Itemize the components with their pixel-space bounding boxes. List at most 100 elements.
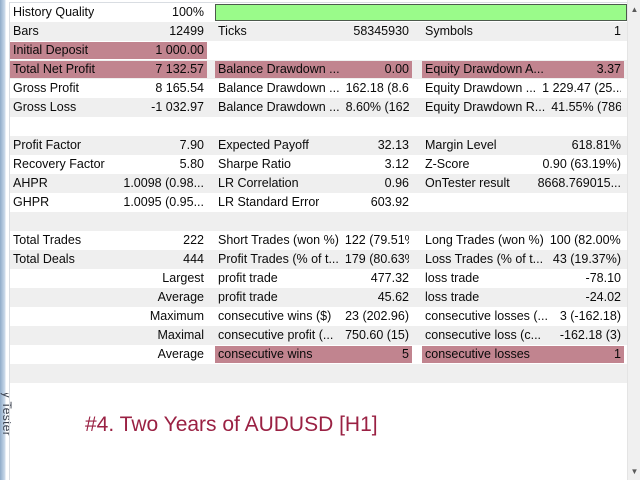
stat-value: 1 xyxy=(614,24,621,38)
stat-cell[interactable]: History Quality 100% xyxy=(10,4,207,21)
table-row[interactable]: AHPR 1.0098 (0.98... LR Correlation 0.96 OnT… xyxy=(10,174,627,193)
table-row[interactable]: Maximal consecutive profit (... 750.60 (15… xyxy=(10,326,627,345)
strategy-tester-tab[interactable] xyxy=(0,0,6,480)
stat-label: Symbols xyxy=(425,24,473,38)
stat-cell[interactable]: Total Net Profit 7 132.57 xyxy=(10,61,207,78)
stat-cell[interactable]: Average xyxy=(10,346,207,363)
stat-cell[interactable]: loss trade -78.10 xyxy=(422,270,624,287)
stat-value: 23 (202.96) xyxy=(345,309,409,323)
stat-cell[interactable]: AHPR 1.0098 (0.98... xyxy=(10,175,207,192)
stat-cell[interactable]: Balance Drawdown ... 162.18 (8.60... xyxy=(215,80,412,97)
table-row[interactable] xyxy=(10,117,627,136)
stat-cell[interactable]: consecutive losses (... 3 (-162.18) xyxy=(422,308,624,325)
stat-cell[interactable] xyxy=(10,118,207,135)
stat-cell[interactable]: Recovery Factor 5.80 xyxy=(10,156,207,173)
stat-cell[interactable]: Gross Loss -1 032.97 xyxy=(10,99,207,116)
stat-cell[interactable]: Largest xyxy=(10,270,207,287)
table-row[interactable]: Bars 12499 Ticks 58345930 Symbols 1 xyxy=(10,22,627,41)
stat-cell[interactable] xyxy=(10,365,207,382)
stat-cell[interactable]: Equity Drawdown ... 1 229.47 (25.... xyxy=(422,80,624,97)
vertical-scrollbar[interactable]: ▲ ▼ xyxy=(627,0,640,480)
table-row[interactable]: Average consecutive wins 5 consecutive loss… xyxy=(10,345,627,364)
stat-cell[interactable] xyxy=(422,213,624,230)
table-row[interactable]: Total Deals 444 Profit Trades (% of t... 17… xyxy=(10,250,627,269)
table-row[interactable]: Largest profit trade 477.32 loss trade -78.1… xyxy=(10,269,627,288)
stat-cell[interactable]: Equity Drawdown R... 41.55% (786.... xyxy=(422,99,624,116)
stat-cell[interactable]: Expected Payoff 32.13 xyxy=(215,137,412,154)
scroll-up-icon[interactable]: ▲ xyxy=(630,4,639,14)
stat-cell[interactable]: GHPR 1.0095 (0.95... xyxy=(10,194,207,211)
stat-cell[interactable]: consecutive wins 5 xyxy=(215,346,412,363)
table-row[interactable]: Profit Factor 7.90 Expected Payoff 32.13 Mar… xyxy=(10,136,627,155)
stat-cell[interactable]: consecutive profit (... 750.60 (15) xyxy=(215,327,412,344)
table-row[interactable]: Average profit trade 45.62 loss trade -24.02 xyxy=(10,288,627,307)
stat-cell[interactable]: profit trade 477.32 xyxy=(215,270,412,287)
stat-cell[interactable] xyxy=(215,42,412,59)
stat-label: Long Trades (won %) xyxy=(425,233,544,247)
stat-cell[interactable]: consecutive loss (c... -162.18 (3) xyxy=(422,327,624,344)
table-row[interactable]: History Quality 100% xyxy=(10,3,627,22)
stat-cell[interactable]: Z-Score 0.90 (63.19%) xyxy=(422,156,624,173)
table-row[interactable]: Total Trades 222 Short Trades (won %) 122 (… xyxy=(10,231,627,250)
stat-cell[interactable] xyxy=(422,42,624,59)
stat-cell[interactable]: loss trade -24.02 xyxy=(422,289,624,306)
table-row[interactable]: Recovery Factor 5.80 Sharpe Ratio 3.12 Z-Sco… xyxy=(10,155,627,174)
stat-label: LR Correlation xyxy=(218,176,299,190)
stat-cell[interactable]: Maximum xyxy=(10,308,207,325)
stat-cell[interactable]: Initial Deposit 1 000.00 xyxy=(10,42,207,59)
stat-cell[interactable]: Symbols 1 xyxy=(422,23,624,40)
stat-cell[interactable]: Balance Drawdown ... 8.60% (162.... xyxy=(215,99,412,116)
table-row[interactable]: Initial Deposit 1 000.00 xyxy=(10,41,627,60)
stat-cell[interactable]: Profit Trades (% of t... 179 (80.63%) xyxy=(215,251,412,268)
stat-cell[interactable]: Profit Factor 7.90 xyxy=(10,137,207,154)
stat-value: Largest xyxy=(162,271,204,285)
stat-cell[interactable]: Bars 12499 xyxy=(10,23,207,40)
stat-label: AHPR xyxy=(13,176,48,190)
panel-border-left xyxy=(9,2,10,480)
stat-label: OnTester result xyxy=(425,176,510,190)
stat-cell[interactable]: Ticks 58345930 xyxy=(215,23,412,40)
stat-cell[interactable] xyxy=(422,365,624,382)
stat-cell[interactable]: LR Standard Error 603.92 xyxy=(215,194,412,211)
stat-cell[interactable]: Margin Level 618.81% xyxy=(422,137,624,154)
stat-value: -162.18 (3) xyxy=(559,328,621,342)
stat-cell[interactable]: LR Correlation 0.96 xyxy=(215,175,412,192)
stat-cell[interactable]: profit trade 45.62 xyxy=(215,289,412,306)
stat-cell[interactable]: Loss Trades (% of t... 43 (19.37%) xyxy=(422,251,624,268)
stat-cell[interactable]: Gross Profit 8 165.54 xyxy=(10,80,207,97)
stat-cell[interactable]: Maximal xyxy=(10,327,207,344)
stat-label: Profit Trades (% of t... xyxy=(218,252,339,266)
stat-cell[interactable] xyxy=(422,194,624,211)
stat-cell[interactable]: Short Trades (won %) 122 (79.51%) xyxy=(215,232,412,249)
stat-cell[interactable] xyxy=(215,365,412,382)
stat-cell[interactable]: OnTester result 8668.769015... xyxy=(422,175,624,192)
stat-label: LR Standard Error xyxy=(218,195,320,209)
table-row[interactable]: Gross Profit 8 165.54 Balance Drawdown ...… xyxy=(10,79,627,98)
stat-cell[interactable]: consecutive losses 1 xyxy=(422,346,624,363)
table-row[interactable] xyxy=(10,212,627,231)
stat-value: 444 xyxy=(183,252,204,266)
table-row[interactable] xyxy=(10,364,627,383)
table-row[interactable]: Gross Loss -1 032.97 Balance Drawdown ... 8… xyxy=(10,98,627,117)
table-row[interactable]: Maximum consecutive wins ($) 23 (202.96) co… xyxy=(10,307,627,326)
stat-cell[interactable]: Total Trades 222 xyxy=(10,232,207,249)
stat-cell[interactable] xyxy=(10,213,207,230)
stat-cell[interactable]: Balance Drawdown ... 0.00 xyxy=(215,61,412,78)
stat-cell[interactable] xyxy=(215,213,412,230)
stat-value: 100 (82.00%) xyxy=(549,233,621,247)
stat-label: Gross Profit xyxy=(13,81,79,95)
strategy-tester-tab-label-clip: Strategy Tester xyxy=(0,393,14,480)
stat-cell[interactable] xyxy=(215,118,412,135)
table-row[interactable]: Total Net Profit 7 132.57 Balance Drawdown… xyxy=(10,60,627,79)
stat-label: Bars xyxy=(13,24,39,38)
table-row[interactable]: GHPR 1.0095 (0.95... LR Standard Error 603.… xyxy=(10,193,627,212)
stat-value: 122 (79.51%) xyxy=(344,233,409,247)
stat-cell[interactable]: Total Deals 444 xyxy=(10,251,207,268)
stat-cell[interactable]: Average xyxy=(10,289,207,306)
stat-cell[interactable]: Sharpe Ratio 3.12 xyxy=(215,156,412,173)
scroll-down-icon[interactable]: ▼ xyxy=(630,466,639,476)
stat-cell[interactable]: Equity Drawdown A... 3.37 xyxy=(422,61,624,78)
stat-cell[interactable]: Long Trades (won %) 100 (82.00%) xyxy=(422,232,624,249)
stat-cell[interactable] xyxy=(422,118,624,135)
stat-cell[interactable]: consecutive wins ($) 23 (202.96) xyxy=(215,308,412,325)
